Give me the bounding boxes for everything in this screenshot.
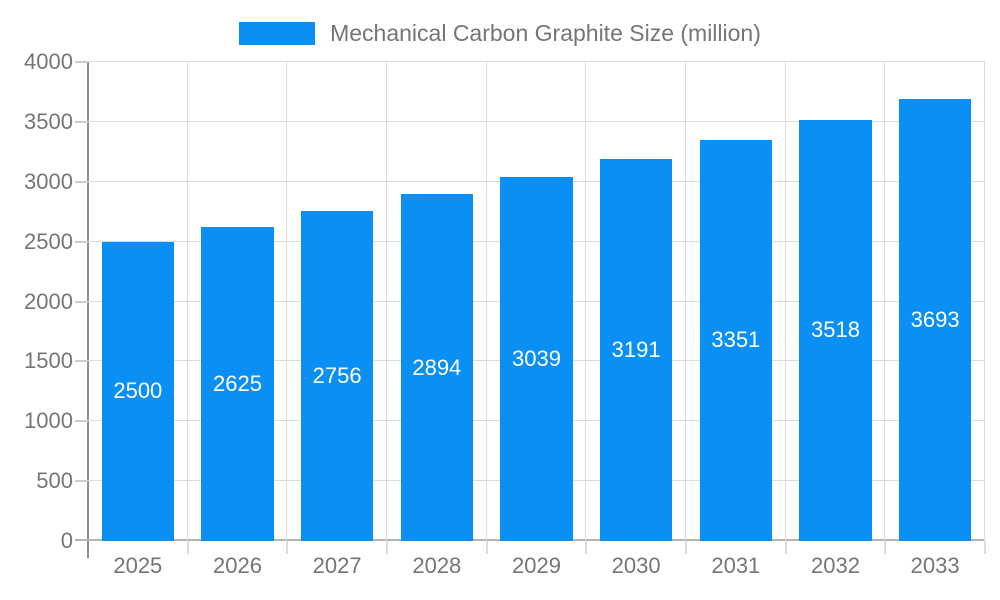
bar[interactable] bbox=[400, 194, 473, 541]
bar[interactable] bbox=[699, 139, 772, 541]
v-gridline bbox=[585, 62, 587, 541]
x-axis-tick bbox=[585, 541, 588, 554]
bar[interactable] bbox=[201, 226, 274, 541]
legend-swatch bbox=[239, 21, 316, 45]
v-gridline bbox=[784, 62, 786, 541]
v-gridline bbox=[385, 62, 387, 541]
x-axis-label: 2030 bbox=[611, 553, 661, 578]
x-axis-label: 2031 bbox=[711, 553, 761, 578]
bar-value-label: 2894 bbox=[412, 354, 462, 380]
y-axis-stub bbox=[87, 541, 89, 556]
bar[interactable] bbox=[500, 177, 573, 541]
x-axis-label: 2028 bbox=[412, 553, 462, 578]
legend-item[interactable]: Mechanical Carbon Graphite Size (million… bbox=[239, 19, 761, 47]
y-axis-tick bbox=[75, 300, 88, 303]
bar-value-label: 2500 bbox=[113, 378, 163, 404]
v-gridline bbox=[684, 62, 686, 541]
x-axis-tick bbox=[186, 541, 189, 554]
y-axis-label: 0 bbox=[60, 528, 73, 553]
x-axis-tick bbox=[884, 541, 887, 554]
bar[interactable] bbox=[799, 119, 872, 541]
bar[interactable] bbox=[101, 241, 174, 541]
plot-area: 2500 2625 2756 2894 3039 3191 3351 3518 3693 bbox=[88, 61, 985, 541]
v-gridline bbox=[286, 62, 288, 541]
bar[interactable] bbox=[600, 158, 673, 541]
y-axis-tick bbox=[75, 420, 88, 423]
v-gridline bbox=[485, 62, 487, 541]
x-axis-tick bbox=[685, 541, 687, 554]
x-axis-label: 2026 bbox=[213, 553, 262, 578]
y-axis-tick bbox=[75, 360, 88, 363]
y-axis-label: 3500 bbox=[24, 108, 73, 134]
x-axis-tick bbox=[386, 541, 388, 554]
y-axis-label: 1000 bbox=[24, 408, 73, 434]
legend-label: Mechanical Carbon Graphite Size (million… bbox=[330, 20, 761, 46]
y-axis-label: 4000 bbox=[24, 49, 73, 74]
y-axis-label: 1500 bbox=[24, 348, 73, 374]
y-axis-label: 3000 bbox=[24, 168, 73, 194]
y-axis-label: 500 bbox=[36, 468, 73, 494]
x-axis-label: 2032 bbox=[811, 553, 860, 578]
y-axis-label: 2000 bbox=[24, 288, 73, 314]
x-axis-label: 2029 bbox=[512, 553, 561, 578]
bar[interactable] bbox=[899, 98, 972, 541]
y-axis-tick bbox=[75, 120, 88, 123]
h-gridline bbox=[88, 120, 985, 122]
bar-value-label: 2756 bbox=[312, 362, 362, 388]
bar-value-label: 3351 bbox=[711, 327, 761, 353]
v-gridline bbox=[884, 62, 886, 541]
legend: Mechanical Carbon Graphite Size (million… bbox=[0, 18, 1000, 48]
x-axis-label: 2027 bbox=[312, 553, 362, 578]
bar-value-label: 3518 bbox=[811, 317, 860, 343]
v-gridline bbox=[984, 62, 985, 541]
y-axis-tick bbox=[75, 180, 88, 183]
y-axis-line bbox=[87, 62, 89, 558]
h-gridline bbox=[88, 61, 985, 62]
v-gridline bbox=[186, 62, 188, 541]
x-axis-tick bbox=[485, 541, 488, 554]
x-axis-tick bbox=[286, 541, 289, 554]
y-axis-tick bbox=[75, 240, 88, 243]
bar-value-label: 3039 bbox=[512, 346, 561, 372]
x-axis-tick bbox=[984, 541, 986, 554]
bar[interactable] bbox=[301, 210, 374, 541]
x-axis-label: 2033 bbox=[910, 553, 960, 578]
bar-value-label: 3191 bbox=[611, 336, 661, 362]
bar-value-label: 2625 bbox=[213, 370, 262, 396]
x-axis-tick bbox=[784, 541, 787, 554]
y-axis-tick bbox=[75, 480, 88, 483]
y-axis-tick bbox=[75, 61, 88, 63]
x-axis-label: 2025 bbox=[113, 553, 163, 578]
bar-value-label: 3693 bbox=[910, 306, 960, 332]
y-axis-label: 2500 bbox=[24, 228, 73, 254]
